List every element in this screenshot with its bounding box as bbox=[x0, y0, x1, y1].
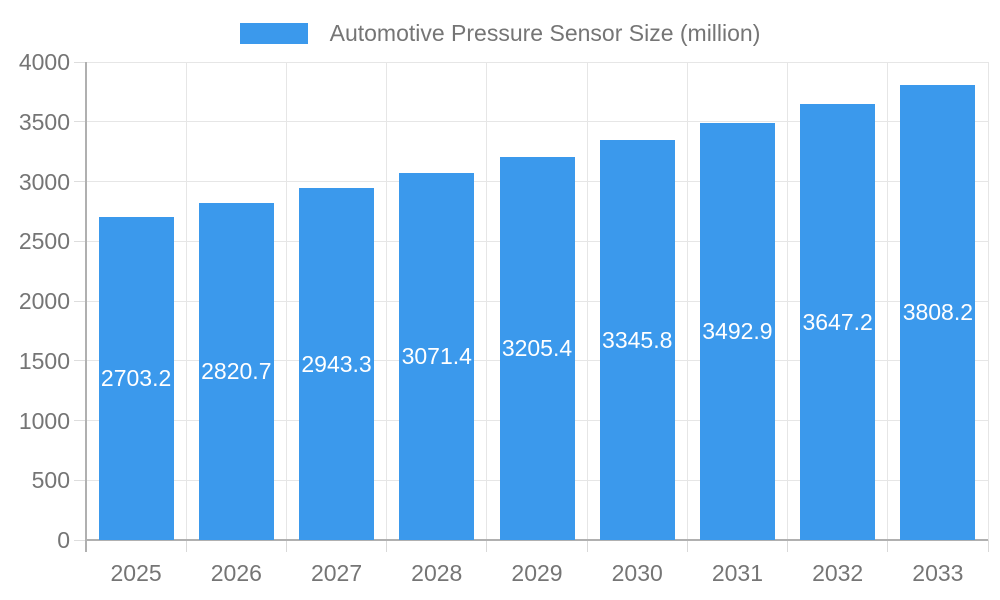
v-gridline bbox=[787, 62, 789, 540]
x-axis-label: 2026 bbox=[210, 560, 262, 586]
bar-2026 bbox=[198, 202, 274, 540]
x-axis-label: 2033 bbox=[912, 560, 964, 586]
h-gridline bbox=[86, 61, 988, 63]
bar-value-label: 2820.7 bbox=[201, 358, 272, 385]
x-axis-label: 2030 bbox=[611, 560, 663, 586]
bar-value-label: 3071.4 bbox=[401, 343, 472, 370]
y-axis-tick bbox=[74, 539, 86, 541]
x-axis-tick bbox=[185, 540, 187, 552]
v-gridline bbox=[486, 62, 488, 540]
bar-2033 bbox=[900, 84, 976, 540]
y-axis-tick bbox=[74, 181, 86, 182]
chart-legend: Automotive Pressure Sensor Size (million… bbox=[0, 20, 1000, 47]
x-axis-tick bbox=[586, 540, 588, 552]
bar-2028 bbox=[399, 172, 475, 540]
legend-swatch bbox=[239, 23, 308, 44]
bar-value-label: 3205.4 bbox=[501, 335, 573, 362]
y-axis-tick bbox=[74, 121, 86, 123]
x-axis-line bbox=[85, 539, 988, 541]
x-axis-label: 2032 bbox=[812, 560, 864, 586]
x-axis-tick bbox=[686, 540, 688, 552]
y-axis-label: 3000 bbox=[18, 168, 70, 195]
x-axis-label: 2025 bbox=[110, 560, 162, 586]
y-axis-label: 2000 bbox=[18, 288, 70, 314]
y-axis-tick bbox=[74, 240, 86, 242]
bar-2025 bbox=[98, 216, 174, 540]
v-gridline bbox=[987, 62, 989, 540]
y-axis-tick bbox=[74, 300, 86, 302]
x-axis-label: 2029 bbox=[511, 560, 563, 586]
bar-value-label: 3808.2 bbox=[902, 299, 974, 326]
v-gridline bbox=[386, 62, 388, 540]
y-axis-tick bbox=[74, 360, 86, 362]
v-gridline bbox=[586, 62, 588, 540]
bar-value-label: 2943.3 bbox=[301, 351, 372, 378]
bar-2030 bbox=[599, 140, 675, 540]
y-axis-label: 500 bbox=[31, 467, 70, 494]
bar-value-label: 3647.2 bbox=[802, 309, 873, 336]
y-axis-tick bbox=[74, 479, 86, 481]
y-axis-label: 4000 bbox=[18, 49, 70, 75]
y-axis-label: 2500 bbox=[18, 228, 70, 255]
bar-value-label: 3345.8 bbox=[602, 327, 673, 354]
bar-value-label: 3492.9 bbox=[702, 318, 773, 345]
x-axis-tick bbox=[386, 540, 388, 552]
x-axis-tick bbox=[987, 540, 989, 552]
y-axis-label: 3500 bbox=[18, 108, 70, 135]
bar-2032 bbox=[800, 104, 876, 540]
y-axis-label: 1000 bbox=[18, 407, 70, 434]
x-axis-label: 2027 bbox=[310, 560, 363, 586]
x-axis-tick bbox=[887, 540, 889, 552]
x-axis-label: 2028 bbox=[411, 560, 463, 586]
bar-value-label: 2703.2 bbox=[100, 365, 172, 392]
y-axis-label: 0 bbox=[57, 527, 70, 553]
h-gridline bbox=[86, 121, 988, 123]
v-gridline bbox=[887, 62, 889, 540]
bar-2027 bbox=[299, 188, 375, 540]
x-axis-tick bbox=[787, 540, 789, 552]
x-axis-tick bbox=[486, 540, 488, 552]
bar-2029 bbox=[499, 156, 575, 540]
y-axis-tick bbox=[74, 61, 86, 63]
legend-label: Automotive Pressure Sensor Size (million… bbox=[329, 20, 761, 46]
y-axis-tick bbox=[74, 420, 86, 421]
v-gridline bbox=[686, 62, 688, 540]
x-axis-tick bbox=[285, 540, 287, 552]
v-gridline bbox=[185, 62, 187, 540]
y-axis-line bbox=[85, 62, 87, 552]
x-axis-label: 2031 bbox=[711, 560, 764, 586]
v-gridline bbox=[285, 62, 287, 540]
bar-2031 bbox=[699, 122, 775, 540]
y-axis-label: 1500 bbox=[18, 347, 70, 374]
